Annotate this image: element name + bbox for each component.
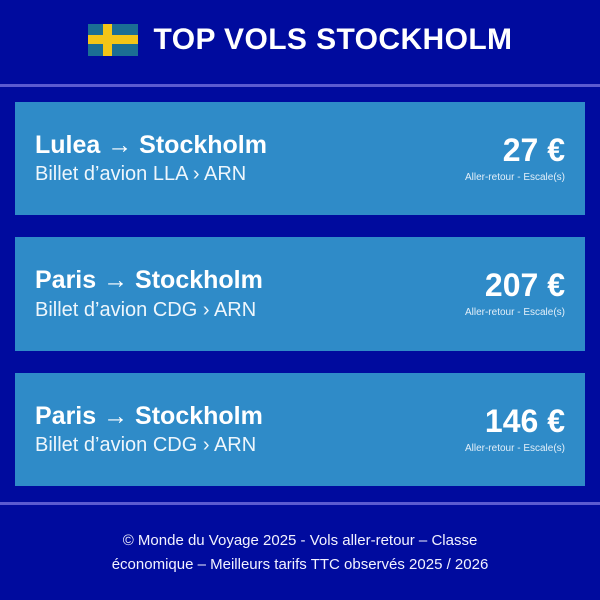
header-divider bbox=[0, 84, 600, 87]
flight-card-price-block: 207 € Aller-retour - Escale(s) bbox=[465, 269, 567, 318]
flight-card[interactable]: Paris → Stockholm Billet d’avion CDG › A… bbox=[15, 237, 585, 351]
flight-fare-note: Aller-retour - Escale(s) bbox=[464, 172, 565, 184]
flight-subtitle: Billet d’avion LLA › ARN bbox=[35, 163, 247, 186]
flight-price: 27 € bbox=[502, 132, 565, 169]
footer-line-2: économique – Meilleurs tarifs TTC observ… bbox=[111, 555, 489, 573]
sweden-flag-icon bbox=[87, 24, 138, 56]
flight-card[interactable]: Lulea → Stockholm Billet d’avion LLA › A… bbox=[15, 102, 585, 216]
footer-divider bbox=[0, 502, 600, 505]
flight-card-info: Paris → Stockholm Billet d’avion CDG › A… bbox=[35, 267, 465, 320]
flight-route: Lulea → Stockholm bbox=[35, 131, 267, 160]
header: TOP VOLS STOCKHOLM bbox=[0, 0, 600, 84]
flight-fare-note: Aller-retour - Escale(s) bbox=[464, 307, 565, 319]
flight-card[interactable]: Paris → Stockholm Billet d’avion CDG › A… bbox=[15, 372, 585, 486]
flight-route: Paris → Stockholm bbox=[35, 401, 263, 430]
footer-line-1: © Monde du Voyage 2025 - Vols aller-reto… bbox=[122, 532, 478, 550]
flight-price: 146 € bbox=[484, 402, 565, 439]
page-title: TOP VOLS STOCKHOLM bbox=[153, 23, 513, 56]
flight-fare-note: Aller-retour - Escale(s) bbox=[464, 442, 565, 454]
flight-subtitle: Billet d’avion CDG › ARN bbox=[35, 433, 257, 456]
flag-cross-horizontal bbox=[87, 35, 138, 44]
flight-card-info: Lulea → Stockholm Billet d’avion LLA › A… bbox=[35, 132, 465, 185]
flight-card-price-block: 146 € Aller-retour - Escale(s) bbox=[465, 405, 567, 454]
flight-subtitle: Billet d’avion CDG › ARN bbox=[35, 298, 257, 321]
flight-price: 207 € bbox=[484, 267, 565, 304]
flight-list: Lulea → Stockholm Billet d’avion LLA › A… bbox=[0, 87, 600, 502]
flight-card-info: Paris → Stockholm Billet d’avion CDG › A… bbox=[35, 401, 465, 456]
flight-card-price-block: 27 € Aller-retour - Escale(s) bbox=[465, 134, 567, 183]
footer: © Monde du Voyage 2025 - Vols aller-reto… bbox=[0, 505, 600, 600]
flight-route: Paris → Stockholm bbox=[35, 266, 263, 295]
